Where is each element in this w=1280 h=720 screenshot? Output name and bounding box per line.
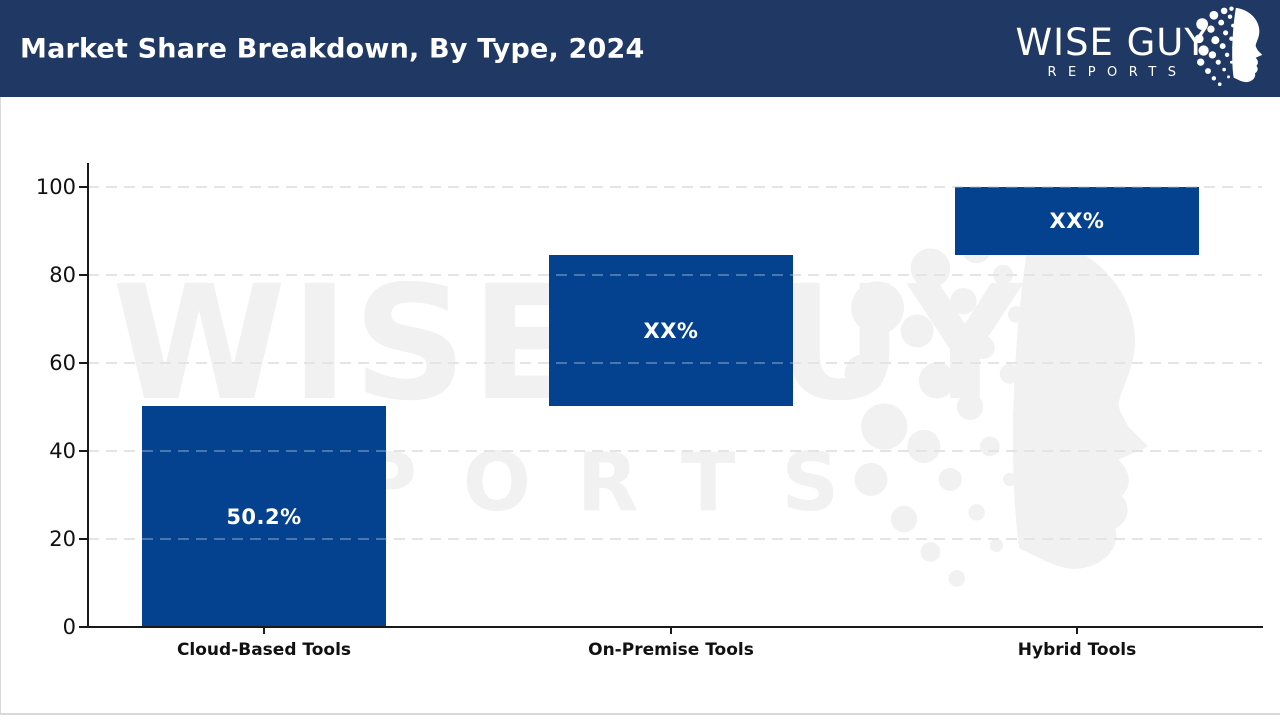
y-tick-label: 0 <box>62 615 76 639</box>
bar-hybrid-tools: XX% <box>955 187 1199 256</box>
y-tick-label: 20 <box>49 527 76 551</box>
y-tick-label: 100 <box>35 175 76 199</box>
gridline-overlay <box>88 274 1262 276</box>
y-tick-mark <box>79 186 87 188</box>
y-tick-label: 60 <box>49 351 76 375</box>
x-tick-mark <box>670 628 672 634</box>
y-tick-mark <box>79 538 87 540</box>
logo-subtitle: REPORTS <box>1047 65 1188 81</box>
header-bar: Market Share Breakdown, By Type, 2024 WI… <box>0 0 1280 97</box>
logo-face-icon <box>1194 6 1263 87</box>
x-category-label: On-Premise Tools <box>588 640 754 660</box>
x-tick-mark <box>263 628 265 634</box>
gridline <box>88 450 1262 452</box>
gridline-overlay <box>88 362 1262 364</box>
gridline-overlay <box>88 450 1262 452</box>
logo-wordmark: WISE GUY <box>1015 20 1208 64</box>
x-axis <box>86 626 1263 628</box>
gridline <box>88 538 1262 540</box>
gridline <box>88 186 1262 188</box>
page-title: Market Share Breakdown, By Type, 2024 <box>20 33 645 64</box>
y-tick-mark <box>79 362 87 364</box>
y-axis <box>87 163 89 628</box>
frame-border-left <box>0 97 1 714</box>
x-tick-mark <box>1076 628 1078 634</box>
bar-cloud-based-tools: 50.2% <box>142 406 386 627</box>
wiseguy-logo: WISE GUY REPORTS <box>1016 5 1268 93</box>
bar-value-label: XX% <box>643 318 699 343</box>
gridline-overlay <box>88 538 1262 540</box>
gridline-overlay <box>88 186 1262 188</box>
y-tick-label: 40 <box>49 439 76 463</box>
y-tick-label: 80 <box>49 263 76 287</box>
logo-text: WISE GUY REPORTS <box>1015 20 1208 81</box>
bar-value-label: 50.2% <box>226 504 302 529</box>
bar-on-premise-tools: XX% <box>549 255 793 407</box>
y-tick-mark <box>79 450 87 452</box>
bar-value-label: XX% <box>1049 209 1105 234</box>
frame-border-bottom <box>0 713 1280 715</box>
y-tick-mark <box>79 274 87 276</box>
watermark-face-icon <box>844 228 1149 587</box>
x-category-label: Hybrid Tools <box>1017 640 1137 660</box>
y-tick-mark <box>79 626 87 628</box>
x-category-label: Cloud-Based Tools <box>176 640 352 660</box>
